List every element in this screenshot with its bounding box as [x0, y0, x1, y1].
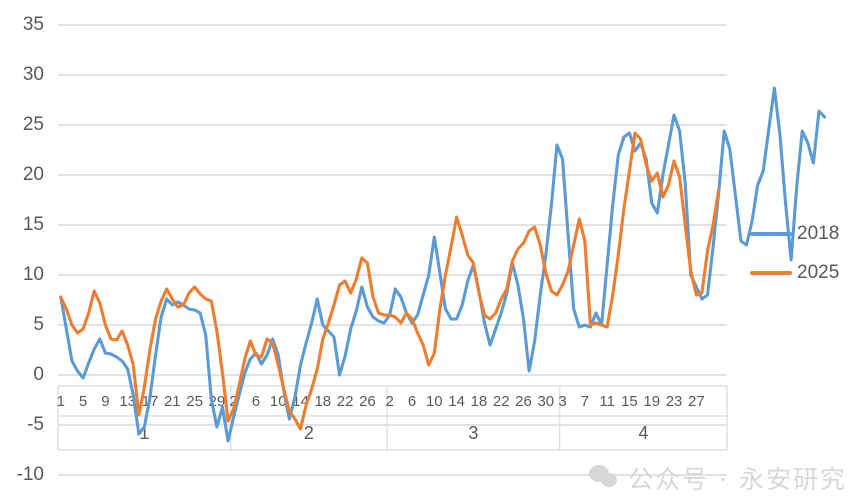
x-axis-tick-label: 23: [666, 393, 683, 410]
x-axis-group-label: 1: [139, 423, 149, 443]
y-axis-tick-label: 30: [23, 64, 44, 85]
watermark: 公众号 · 永安研究: [589, 460, 847, 496]
x-axis-tick-label: 7: [581, 393, 589, 410]
x-axis-group-label: 4: [638, 423, 648, 443]
x-axis-tick-label: 14: [448, 393, 465, 410]
series-group: [59, 86, 827, 443]
watermark-text: 公众号 · 永安研究: [628, 465, 847, 494]
y-axis-tick-label: 0: [33, 364, 44, 385]
x-axis-tick-label: 27: [688, 393, 705, 410]
y-axis-tick-label: 35: [23, 14, 44, 35]
y-axis-tick-label: 10: [23, 264, 44, 285]
x-axis-tick-label: 5: [79, 393, 87, 410]
x-axis-tick-label: 19: [643, 393, 660, 410]
x-axis-tick-label: 26: [359, 393, 376, 410]
x-axis-tick-label: 22: [493, 393, 510, 410]
x-axis-tick-label: 22: [337, 393, 354, 410]
x-axis-tick-label: 6: [252, 393, 260, 410]
x-axis-tick-label: 2: [229, 393, 237, 410]
x-axis-tick-label: 30: [537, 393, 554, 410]
x-axis-tick-label: 21: [164, 393, 181, 410]
series-line-2025: [59, 131, 721, 431]
x-axis-tick-label: 3: [558, 393, 566, 410]
x-axis-group-label: 3: [468, 423, 478, 443]
legend: 2018 2025: [750, 223, 839, 283]
x-axis-tick-label: 15: [621, 393, 638, 410]
x-axis-tick-label: 13: [119, 393, 136, 410]
x-axis-tick-label: 26: [515, 393, 532, 410]
legend-label-2025: 2025: [797, 262, 839, 283]
x-axis-group-label: 2: [304, 423, 314, 443]
x-axis-tick-label: 6: [408, 393, 416, 410]
x-axis-tick-label: 2: [386, 393, 394, 410]
x-axis-tick-label: 18: [314, 393, 331, 410]
wechat-icon: [589, 465, 619, 491]
x-axis-tick-label: 25: [186, 393, 203, 410]
x-axis-tick-label: 18: [471, 393, 488, 410]
y-axis-tick-label: 20: [23, 164, 44, 185]
series-line-2018: [59, 86, 827, 443]
y-axis-tick-label: -10: [17, 464, 44, 485]
x-axis-tick-label: 10: [270, 393, 287, 410]
legend-label-2018: 2018: [797, 223, 839, 244]
y-axis-tick-label: 5: [33, 314, 44, 335]
y-axis-tick-label: 25: [23, 114, 44, 135]
y-axis-tick-label: 15: [23, 214, 44, 235]
x-axis-tick-label: 1: [57, 393, 65, 410]
y-axis-tick-label: -5: [27, 414, 44, 435]
x-axis-tick-label: 9: [101, 393, 109, 410]
x-axis-tick-label: 11: [599, 393, 615, 410]
x-axis-tick-label: 10: [426, 393, 443, 410]
